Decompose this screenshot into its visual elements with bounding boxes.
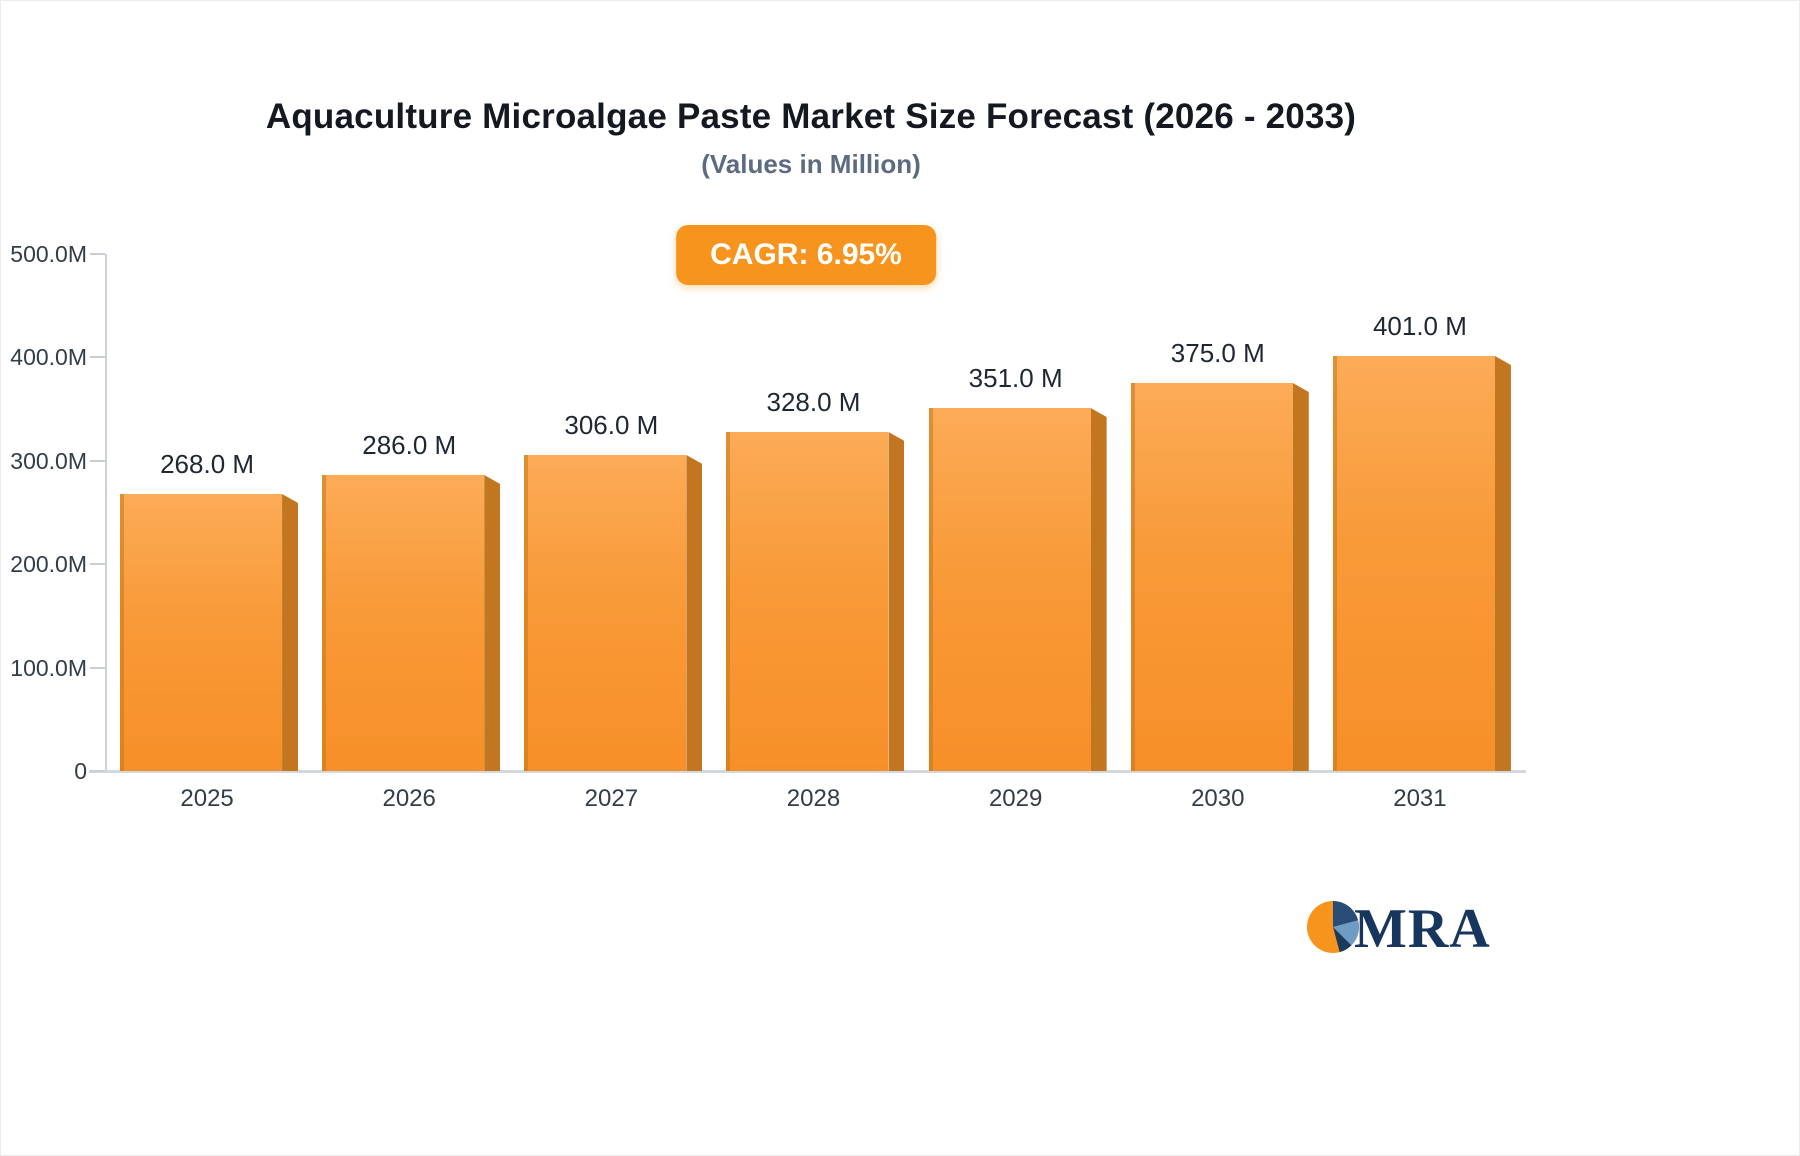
bar-2028 (726, 432, 889, 771)
y-axis-tick-label: 500.0M (10, 241, 87, 267)
bar-slot: 268.0 M (106, 254, 308, 771)
bar-value-label: 286.0 M (362, 430, 457, 460)
bar-slot: 375.0 M (1117, 254, 1319, 771)
y-axis-tick-label: 400.0M (10, 344, 87, 371)
x-axis-label: 2025 (180, 785, 234, 812)
y-axis-tick-mark (90, 459, 105, 462)
bar-value-label: 351.0 M (968, 363, 1063, 393)
y-axis-tick-mark (90, 770, 105, 772)
bar-value-label: 401.0 M (1372, 311, 1467, 341)
x-axis-line (89, 770, 1526, 773)
bar-slot: 401.0 M (1319, 254, 1521, 771)
bar-2025 (120, 494, 283, 771)
x-axis-label: 2029 (988, 785, 1043, 812)
x-axis-label: 2028 (786, 785, 841, 812)
bar-2027 (524, 455, 687, 771)
x-axis-label: 2031 (1393, 785, 1447, 812)
cagr-badge: CAGR: 6.95% (676, 225, 936, 285)
mra-logo: MRA (1306, 897, 1491, 961)
chart-title: Aquaculture Microalgae Paste Market Size… (265, 97, 1357, 136)
x-axis-label: 2027 (584, 785, 639, 812)
bar-slot: 351.0 M (915, 254, 1117, 771)
y-axis-tick-mark (90, 563, 105, 566)
x-axis: 2025 2026 2027 2028 2029 2030 2031 (106, 785, 1521, 825)
y-axis-tick-label: 100.0M (10, 654, 87, 681)
y-axis-tick-label: 300.0M (10, 447, 87, 474)
bar-value-label: 306.0 M (564, 410, 659, 440)
y-axis-line (105, 254, 107, 773)
bar-2030 (1130, 383, 1293, 771)
y-axis-tick-label: 200.0M (10, 551, 87, 578)
x-axis-label: 2026 (382, 785, 436, 812)
y-axis-tick-mark (90, 253, 105, 255)
bar-value-label: 328.0 M (766, 387, 861, 417)
bar-2026 (322, 475, 485, 771)
mra-logo-icon (1306, 900, 1360, 959)
y-axis-tick-mark (90, 356, 105, 359)
chart-subtitle: (Values in Million) (701, 149, 921, 179)
y-axis-tick-label: 0 (74, 758, 87, 784)
bar-value-label: 268.0 M (160, 449, 255, 479)
bar-value-label: 375.0 M (1170, 338, 1265, 368)
x-axis-label: 2030 (1191, 785, 1245, 812)
y-axis-tick-mark (90, 666, 105, 669)
bar-2029 (928, 408, 1091, 771)
mra-logo-text: MRA (1354, 898, 1491, 960)
bar-2031 (1332, 356, 1495, 771)
plot-area: 268.0 M 286.0 M 306.0 M 328.0 M 351.0 M 375.0… (106, 254, 1521, 771)
bar-slot: 306.0 M (510, 254, 712, 771)
bar-slot: 286.0 M (308, 254, 510, 771)
bar-slot: 328.0 M (712, 254, 914, 771)
